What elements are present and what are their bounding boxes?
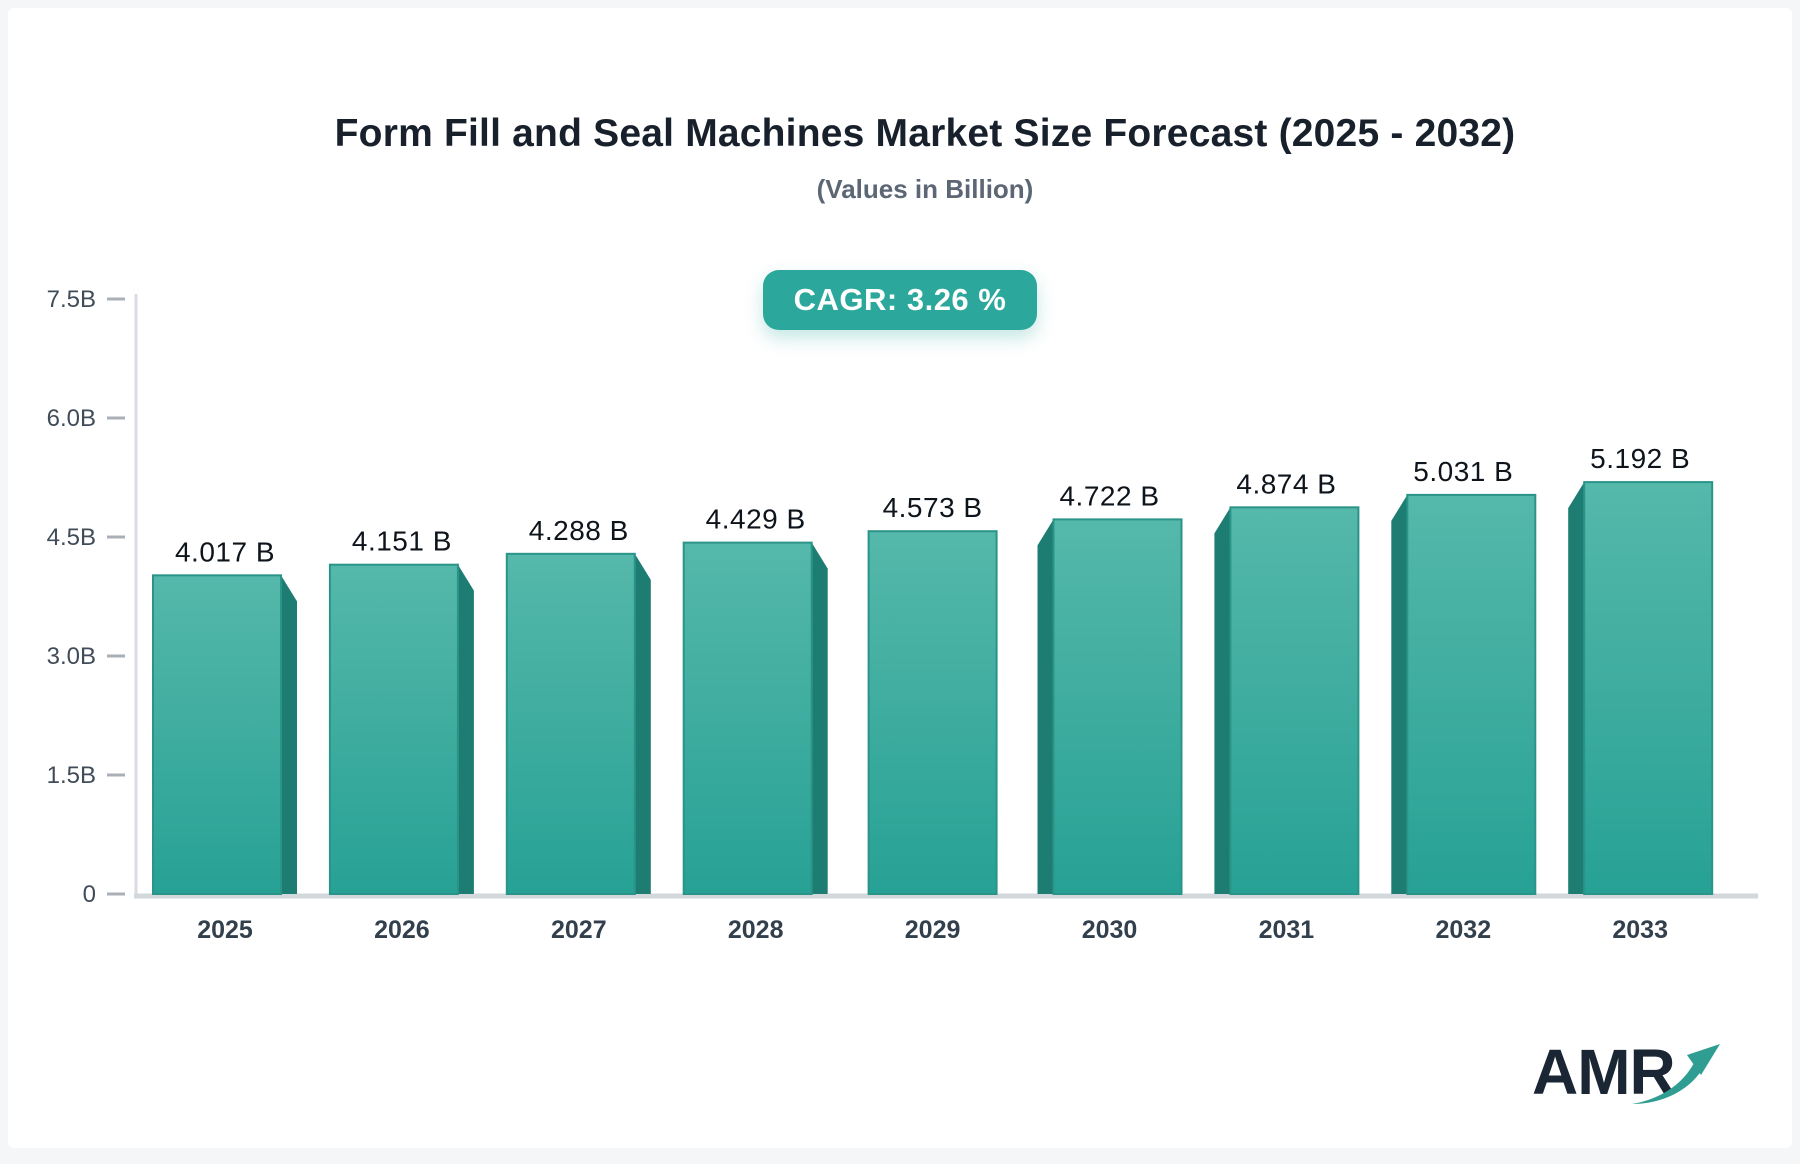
bar-front-face — [152, 574, 282, 895]
y-tick-label: 6.0B — [47, 405, 96, 432]
x-tick-label: 2029 — [905, 916, 961, 944]
y-tick-label: 7.5B — [47, 286, 96, 313]
bar-side-face — [1214, 507, 1231, 894]
bar-value-label: 4.429 B — [706, 504, 806, 535]
x-tick-label: 2027 — [551, 916, 607, 944]
x-tick-label: 2032 — [1435, 916, 1491, 944]
bar-group: 4.017 B — [152, 536, 297, 895]
x-tick-label: 2026 — [374, 916, 430, 944]
bar-group: 5.031 B — [1391, 456, 1537, 895]
bar-side-face — [457, 564, 474, 894]
chart-subtitle: (Values in Billion) — [816, 174, 1034, 204]
amr-logo-text: AMR — [1532, 1036, 1676, 1108]
y-tick-label: 3.0B — [47, 643, 96, 670]
bar-group: 4.573 B — [867, 492, 998, 895]
bar-value-label: 4.288 B — [529, 515, 629, 546]
x-tick-label: 2030 — [1082, 916, 1138, 944]
bar-side-face — [634, 553, 651, 894]
bar-front-face — [1583, 481, 1714, 895]
bar-value-label: 4.722 B — [1059, 480, 1159, 511]
bar-front-face — [1229, 506, 1360, 895]
bar-group: 5.192 B — [1568, 443, 1714, 895]
y-tick-label: 1.5B — [47, 762, 96, 789]
bar-group: 4.288 B — [505, 515, 651, 895]
growth-arrow-icon — [1632, 1044, 1720, 1104]
bar-side-face — [1568, 482, 1585, 894]
bar-side-face — [811, 542, 828, 894]
bar-side-face — [1037, 519, 1054, 894]
bar-side-face — [1391, 494, 1408, 894]
bar-group: 4.151 B — [328, 526, 474, 895]
bar-front-face — [1052, 518, 1183, 895]
bar-chart: 7.5B 6.0B 4.5B 3.0B 1.5B 0 4.017 B 2025 4.151 B 2… — [47, 286, 1758, 944]
chart-header: Form Fill and Seal Machines Market Size … — [58, 8, 1792, 205]
bar-group: 4.722 B — [1037, 480, 1183, 895]
x-tick-label: 2025 — [197, 916, 253, 944]
cagr-badge-label: CAGR: 3.26 % — [793, 282, 1007, 317]
bar-front-face — [328, 563, 459, 895]
bar-value-label: 4.017 B — [175, 536, 275, 567]
chart-card: Form Fill and Seal Machines Market Size … — [8, 8, 1792, 1148]
y-tick-label: 4.5B — [47, 524, 96, 551]
bar-value-label: 5.031 B — [1413, 456, 1513, 487]
bar-value-label: 4.874 B — [1236, 468, 1336, 499]
x-tick-label: 2028 — [728, 916, 784, 944]
x-tick-label: 2033 — [1612, 916, 1668, 944]
bar-front-face — [505, 552, 636, 895]
bar-front-face — [867, 530, 998, 895]
bar-front-face — [682, 541, 813, 896]
x-tick-label: 2031 — [1259, 916, 1315, 944]
y-tick-label: 0 — [83, 881, 96, 908]
amr-logo: AMR — [1532, 1040, 1752, 1130]
bar-side-face — [281, 575, 297, 894]
chart-title: Form Fill and Seal Machines Market Size … — [334, 112, 1516, 155]
bar-value-label: 5.192 B — [1590, 443, 1690, 474]
cagr-badge: CAGR: 3.26 % — [763, 270, 1037, 330]
bar-group: 4.874 B — [1214, 468, 1360, 895]
bar-front-face — [1406, 493, 1537, 895]
bar-group: 4.429 B — [682, 504, 828, 896]
bar-value-label: 4.151 B — [352, 526, 452, 557]
bar-value-label: 4.573 B — [883, 492, 983, 523]
